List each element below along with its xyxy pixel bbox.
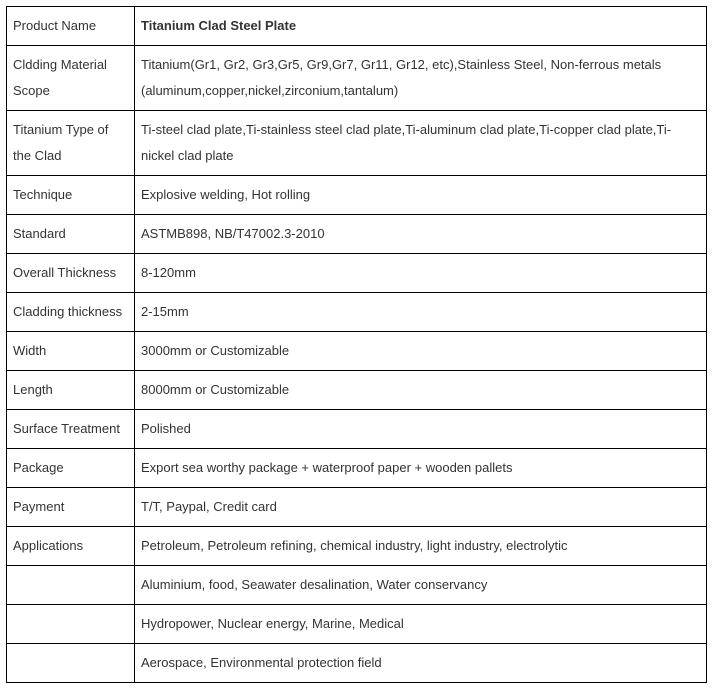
spec-label: Cladding thickness <box>7 293 135 332</box>
spec-value: Titanium Clad Steel Plate <box>135 7 707 46</box>
spec-value: Petroleum, Petroleum refining, chemical … <box>135 527 707 566</box>
spec-value: Ti-steel clad plate,Ti-stainless steel c… <box>135 111 707 176</box>
table-row: Surface TreatmentPolished <box>7 410 707 449</box>
table-row: ApplicationsPetroleum, Petroleum refinin… <box>7 527 707 566</box>
spec-value: 3000mm or Customizable <box>135 332 707 371</box>
spec-value: Polished <box>135 410 707 449</box>
spec-table-body: Product NameTitanium Clad Steel PlateCld… <box>7 7 707 683</box>
spec-table: Product NameTitanium Clad Steel PlateCld… <box>6 6 707 683</box>
spec-label: Product Name <box>7 7 135 46</box>
spec-label: Standard <box>7 215 135 254</box>
spec-value: 2-15mm <box>135 293 707 332</box>
table-row: Titanium Type of the CladTi-steel clad p… <box>7 111 707 176</box>
spec-label: Package <box>7 449 135 488</box>
table-row: Hydropower, Nuclear energy, Marine, Medi… <box>7 605 707 644</box>
spec-value: T/T, Paypal, Credit card <box>135 488 707 527</box>
table-row: Product NameTitanium Clad Steel Plate <box>7 7 707 46</box>
table-row: Overall Thickness8-120mm <box>7 254 707 293</box>
spec-value: 8000mm or Customizable <box>135 371 707 410</box>
spec-value: Export sea worthy package + waterproof p… <box>135 449 707 488</box>
spec-value: Aluminium, food, Seawater desalination, … <box>135 566 707 605</box>
spec-label: Applications <box>7 527 135 566</box>
spec-value: 8-120mm <box>135 254 707 293</box>
spec-label <box>7 566 135 605</box>
spec-value: Explosive welding, Hot rolling <box>135 176 707 215</box>
table-row: Aerospace, Environmental protection fiel… <box>7 644 707 683</box>
spec-value: Hydropower, Nuclear energy, Marine, Medi… <box>135 605 707 644</box>
spec-label: Length <box>7 371 135 410</box>
table-row: PackageExport sea worthy package + water… <box>7 449 707 488</box>
table-row: TechniqueExplosive welding, Hot rolling <box>7 176 707 215</box>
spec-label: Width <box>7 332 135 371</box>
spec-label: Cldding Material Scope <box>7 46 135 111</box>
table-row: Length8000mm or Customizable <box>7 371 707 410</box>
spec-label: Surface Treatment <box>7 410 135 449</box>
spec-label: Titanium Type of the Clad <box>7 111 135 176</box>
spec-label: Payment <box>7 488 135 527</box>
table-row: StandardASTMB898, NB/T47002.3-2010 <box>7 215 707 254</box>
spec-label <box>7 605 135 644</box>
spec-value: Titanium(Gr1, Gr2, Gr3,Gr5, Gr9,Gr7, Gr1… <box>135 46 707 111</box>
table-row: Cladding thickness2-15mm <box>7 293 707 332</box>
table-row: Cldding Material ScopeTitanium(Gr1, Gr2,… <box>7 46 707 111</box>
spec-value: Aerospace, Environmental protection fiel… <box>135 644 707 683</box>
table-row: Aluminium, food, Seawater desalination, … <box>7 566 707 605</box>
table-row: Width3000mm or Customizable <box>7 332 707 371</box>
spec-label: Overall Thickness <box>7 254 135 293</box>
spec-label: Technique <box>7 176 135 215</box>
table-row: PaymentT/T, Paypal, Credit card <box>7 488 707 527</box>
spec-label <box>7 644 135 683</box>
spec-value: ASTMB898, NB/T47002.3-2010 <box>135 215 707 254</box>
